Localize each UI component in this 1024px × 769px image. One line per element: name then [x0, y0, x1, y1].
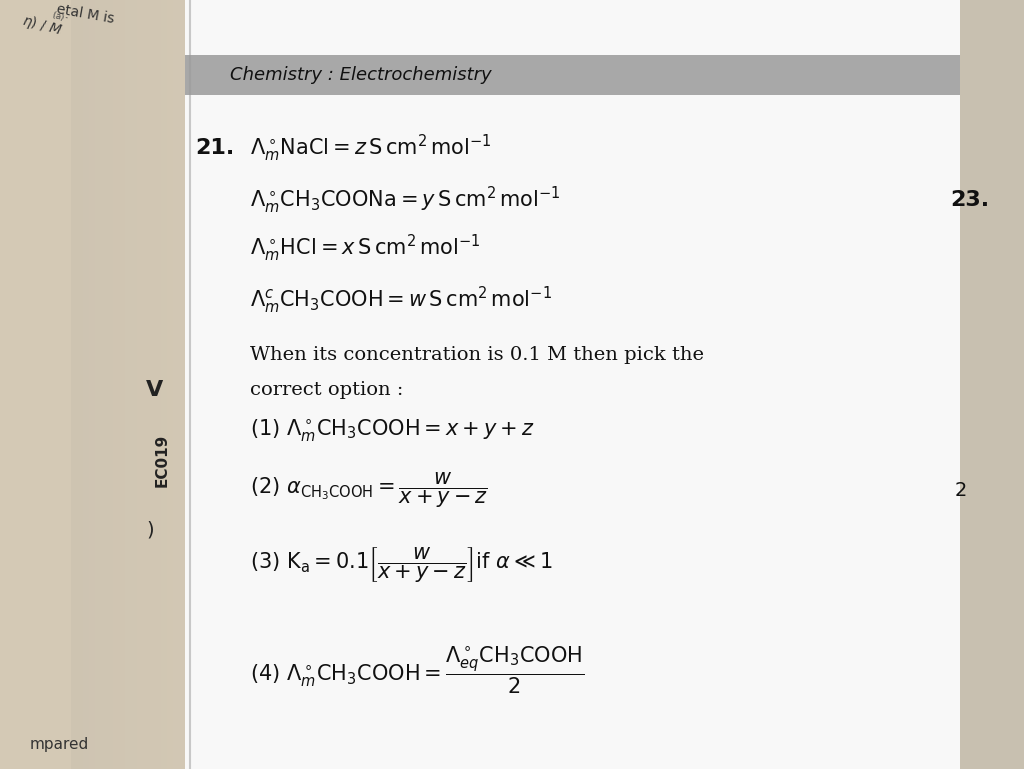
- Text: $\Lambda_m^c\mathrm{CH_3COOH} = w\,\mathrm{S\,cm^2\,mol^{-1}}$: $\Lambda_m^c\mathrm{CH_3COOH} = w\,\math…: [250, 285, 552, 315]
- Polygon shape: [113, 0, 119, 769]
- Text: When its concentration is 0.1 M then pick the: When its concentration is 0.1 M then pic…: [250, 346, 705, 364]
- Text: $(1)\ \Lambda_m^\circ\mathrm{CH_3COOH} = x+y+z$: $(1)\ \Lambda_m^\circ\mathrm{CH_3COOH} =…: [250, 417, 535, 443]
- Text: 2: 2: [955, 481, 968, 500]
- Text: etal M is: etal M is: [55, 2, 115, 26]
- Polygon shape: [0, 0, 185, 769]
- Text: 23.: 23.: [950, 190, 989, 210]
- Polygon shape: [95, 0, 101, 769]
- Polygon shape: [89, 0, 95, 769]
- Polygon shape: [83, 0, 89, 769]
- Polygon shape: [106, 0, 113, 769]
- Text: correct option :: correct option :: [250, 381, 403, 399]
- FancyBboxPatch shape: [185, 0, 1024, 769]
- Text: Chemistry : Electrochemistry: Chemistry : Electrochemistry: [230, 66, 492, 84]
- Text: V: V: [146, 380, 164, 400]
- Text: $\Lambda_m^\circ\mathrm{NaCl} = z\,\mathrm{S\,cm^2\,mol^{-1}}$: $\Lambda_m^\circ\mathrm{NaCl} = z\,\math…: [250, 132, 492, 164]
- Polygon shape: [71, 0, 77, 769]
- Text: 21.: 21.: [195, 138, 234, 158]
- Text: $(3)\ \mathrm{K_a} = 0.1\left[\dfrac{w}{x+y-z}\right]\mathrm{if}\ \alpha \ll 1$: $(3)\ \mathrm{K_a} = 0.1\left[\dfrac{w}{…: [250, 545, 553, 584]
- FancyBboxPatch shape: [961, 0, 1024, 769]
- Text: $\Lambda_m^\circ\mathrm{CH_3COONa} = y\,\mathrm{S\,cm^2\,mol^{-1}}$: $\Lambda_m^\circ\mathrm{CH_3COONa} = y\,…: [250, 185, 561, 215]
- Text: $_{\mathrm{(a)}}.$: $_{\mathrm{(a)}}.$: [50, 8, 70, 25]
- Text: $(2)\ \alpha_{\mathrm{CH_3COOH}} = \dfrac{w}{x+y-z}$: $(2)\ \alpha_{\mathrm{CH_3COOH}} = \dfra…: [250, 471, 488, 510]
- Polygon shape: [77, 0, 83, 769]
- Text: mpared: mpared: [30, 737, 89, 753]
- Text: $(4)\ \Lambda_m^\circ\mathrm{CH_3COOH} = \dfrac{\Lambda_{eq}^\circ\mathrm{CH_3CO: $(4)\ \Lambda_m^\circ\mathrm{CH_3COOH} =…: [250, 644, 585, 696]
- FancyBboxPatch shape: [185, 55, 961, 95]
- Text: $\eta)\ /\ M$: $\eta)\ /\ M$: [20, 12, 65, 40]
- Polygon shape: [101, 0, 106, 769]
- Text: EC019: EC019: [155, 434, 170, 487]
- Text: $\Lambda_m^\circ\mathrm{HCl} = x\,\mathrm{S\,cm^2\,mol^{-1}}$: $\Lambda_m^\circ\mathrm{HCl} = x\,\mathr…: [250, 232, 480, 264]
- Text: ): ): [146, 521, 154, 540]
